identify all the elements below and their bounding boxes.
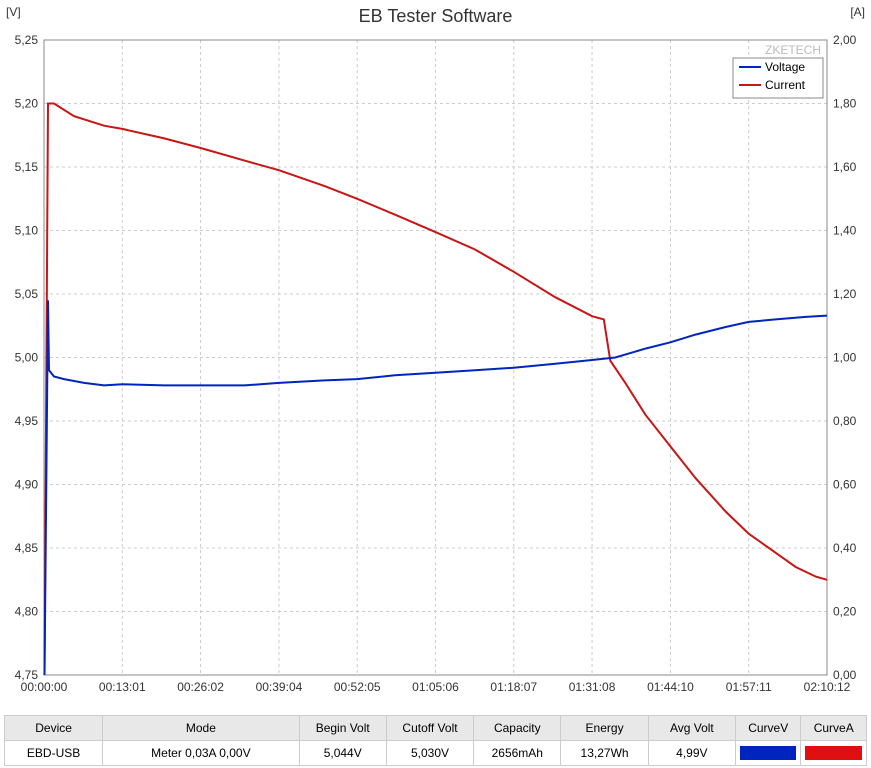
y2-tick: 0,20 (833, 605, 857, 619)
legend-label: Voltage (765, 60, 805, 74)
x-tick: 01:44:10 (647, 680, 694, 694)
cell-mode: Meter 0,03A 0,00V (103, 741, 299, 766)
y2-tick: 1,60 (833, 160, 857, 174)
y2-tick: 0,80 (833, 414, 857, 428)
chart-container: EB Tester Software[V][A]4,754,804,854,90… (0, 0, 871, 715)
y2-tick: 2,00 (833, 33, 857, 47)
cell-curvev (735, 741, 800, 766)
col-avg-volt: Avg Volt (648, 716, 735, 741)
y1-tick: 4,95 (15, 414, 39, 428)
x-tick: 00:39:04 (256, 680, 303, 694)
y2-tick: 0,40 (833, 541, 857, 555)
y1-tick: 4,80 (15, 605, 39, 619)
y2-tick: 1,00 (833, 351, 857, 365)
y2-tick: 1,20 (833, 287, 857, 301)
y2-tick: 0,60 (833, 478, 857, 492)
x-tick: 01:18:07 (490, 680, 537, 694)
y1-tick: 5,05 (15, 287, 39, 301)
watermark: ZKETECH (765, 43, 821, 57)
y2-tick: 1,40 (833, 224, 857, 238)
col-device: Device (5, 716, 103, 741)
curvea-swatch (805, 746, 862, 760)
legend-label: Current (765, 78, 806, 92)
cell-device: EBD-USB (5, 741, 103, 766)
x-tick: 01:57:11 (726, 680, 772, 694)
curvev-swatch (740, 746, 796, 760)
y1-label: [V] (6, 5, 21, 19)
x-tick: 00:00:00 (21, 680, 68, 694)
col-energy: Energy (561, 716, 648, 741)
col-curvev: CurveV (735, 716, 800, 741)
x-tick: 01:05:06 (412, 680, 459, 694)
col-capacity: Capacity (474, 716, 561, 741)
x-tick: 00:26:02 (177, 680, 224, 694)
y1-tick: 5,15 (15, 160, 39, 174)
x-tick: 02:10:12 (804, 680, 851, 694)
cell-begin-volt: 5,044V (299, 741, 386, 766)
cell-curvea (801, 741, 867, 766)
x-tick: 00:13:01 (99, 680, 146, 694)
chart-svg: EB Tester Software[V][A]4,754,804,854,90… (0, 0, 871, 715)
y1-tick: 5,10 (15, 224, 39, 238)
y1-tick: 5,25 (15, 33, 39, 47)
y1-tick: 5,20 (15, 97, 39, 111)
y1-tick: 5,00 (15, 351, 39, 365)
cell-capacity: 2656mAh (474, 741, 561, 766)
results-table: DeviceModeBegin VoltCutoff VoltCapacityE… (4, 715, 867, 766)
cell-avg-volt: 4,99V (648, 741, 735, 766)
x-tick: 00:52:05 (334, 680, 381, 694)
y2-label: [A] (850, 5, 865, 19)
chart-title: EB Tester Software (359, 6, 513, 26)
col-mode: Mode (103, 716, 299, 741)
col-cutoff-volt: Cutoff Volt (386, 716, 473, 741)
y1-tick: 4,90 (15, 478, 39, 492)
x-tick: 01:31:08 (569, 680, 616, 694)
cell-cutoff-volt: 5,030V (386, 741, 473, 766)
col-curvea: CurveA (801, 716, 867, 741)
col-begin-volt: Begin Volt (299, 716, 386, 741)
y1-tick: 4,85 (15, 541, 39, 555)
y2-tick: 1,80 (833, 97, 857, 111)
cell-energy: 13,27Wh (561, 741, 648, 766)
